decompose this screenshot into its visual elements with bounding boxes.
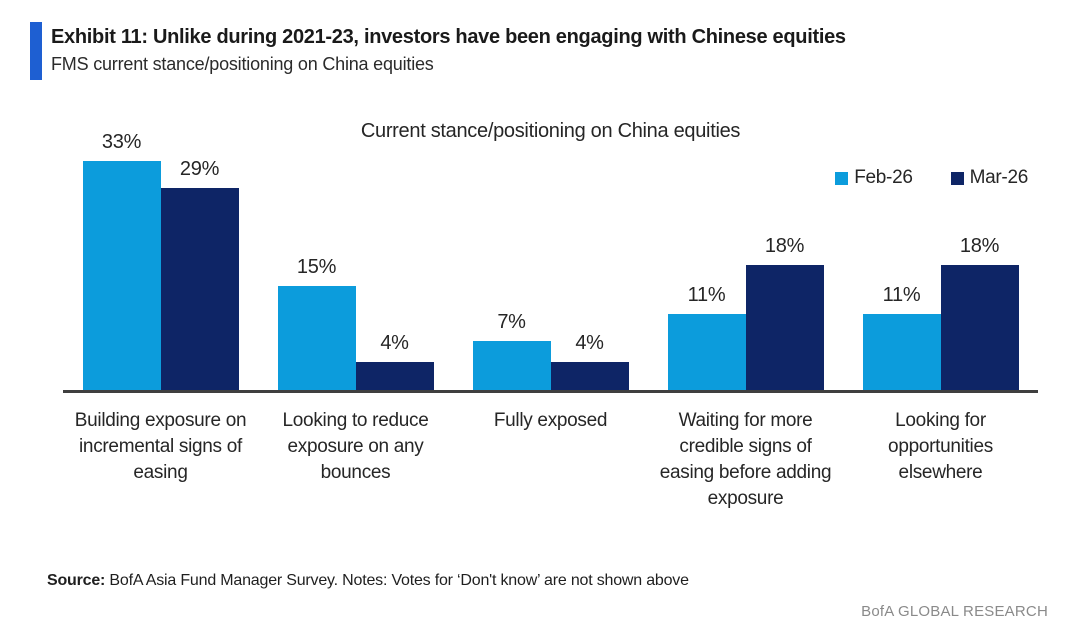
bar-feb-26-4 xyxy=(667,314,746,390)
bar-feb-26-5 xyxy=(862,314,941,390)
legend-swatch-icon xyxy=(950,171,964,185)
bar-slot: 18% xyxy=(940,115,1019,390)
bar-slot: 4% xyxy=(355,115,434,390)
bar-group: 11% 18% xyxy=(843,115,1038,390)
bar-slot: 15% xyxy=(277,115,356,390)
bar-value-label: 11% xyxy=(882,284,921,306)
bar-value-label: 33% xyxy=(101,131,142,153)
bar-value-label: 4% xyxy=(575,332,604,354)
legend-item-mar-26: Mar-26 xyxy=(950,167,1029,189)
bar-value-label: 29% xyxy=(179,158,220,180)
bar-feb-26-3 xyxy=(472,341,551,390)
category-label: Waiting for more credible signs of easin… xyxy=(659,410,832,509)
bar-slot: 29% xyxy=(160,115,239,390)
bar-value-label: 18% xyxy=(959,235,1000,257)
bar-mar-26-1 xyxy=(160,188,239,390)
bar-slot: 18% xyxy=(745,115,824,390)
bar-slot: 11% xyxy=(862,115,941,390)
legend-label: Feb-26 xyxy=(854,167,913,188)
bar-slot: 4% xyxy=(550,115,629,390)
exhibit-title: Exhibit 11: Unlike during 2021-23, inves… xyxy=(51,26,846,48)
legend-swatch-icon xyxy=(835,171,849,185)
bar-chart-plot: Current stance/positioning on China equi… xyxy=(63,115,1038,393)
accent-bar xyxy=(30,22,42,80)
bar-mar-26-3 xyxy=(550,362,629,390)
category-axis-labels: Building exposure on incremental signs o… xyxy=(63,408,1038,512)
bar-mar-26-4 xyxy=(745,265,824,390)
source-note: Source: BofA Asia Fund Manager Survey. N… xyxy=(47,572,689,590)
bar-value-label: 7% xyxy=(497,311,526,333)
bofa-global-research-watermark: BofA GLOBAL RESEARCH xyxy=(861,603,1048,620)
bar-group: 11% 18% xyxy=(648,115,843,390)
bar-value-label: 18% xyxy=(764,235,805,257)
chart-title: Current stance/positioning on China equi… xyxy=(360,120,741,142)
category-label: Looking for opportunities elsewhere xyxy=(888,410,993,483)
bar-mar-26-2 xyxy=(355,362,434,390)
bar-value-label: 15% xyxy=(296,256,337,278)
exhibit-header: Exhibit 11: Unlike during 2021-23, inves… xyxy=(30,22,846,80)
bar-slot: 7% xyxy=(472,115,551,390)
header-text: Exhibit 11: Unlike during 2021-23, inves… xyxy=(51,22,846,80)
source-label: Source: xyxy=(47,572,106,589)
bar-feb-26-1 xyxy=(82,161,161,390)
category-label: Looking to reduce exposure on any bounce… xyxy=(282,410,429,483)
legend-item-feb-26: Feb-26 xyxy=(835,167,913,189)
bar-slot: 11% xyxy=(667,115,746,390)
source-text: BofA Asia Fund Manager Survey. Notes: Vo… xyxy=(105,572,689,589)
bar-group: 33% 29% xyxy=(63,115,258,390)
bar-mar-26-5 xyxy=(940,265,1019,390)
bar-value-label: 11% xyxy=(687,284,726,306)
exhibit-subtitle: FMS current stance/positioning on China … xyxy=(51,54,434,74)
legend-label: Mar-26 xyxy=(969,167,1029,188)
bar-group: 7% 4% xyxy=(453,115,648,390)
bar-value-label: 4% xyxy=(380,332,409,354)
bar-feb-26-2 xyxy=(277,286,356,390)
bar-groups: 33% 29% 15% 4% 7% 4% 11% 18% 11% 18% xyxy=(63,115,1038,390)
bar-slot: 33% xyxy=(82,115,161,390)
bar-group: 15% 4% xyxy=(258,115,453,390)
category-label: Fully exposed xyxy=(493,410,608,431)
chart-legend: Feb-26 Mar-26 xyxy=(835,167,1028,189)
category-label: Building exposure on incremental signs o… xyxy=(74,410,247,483)
